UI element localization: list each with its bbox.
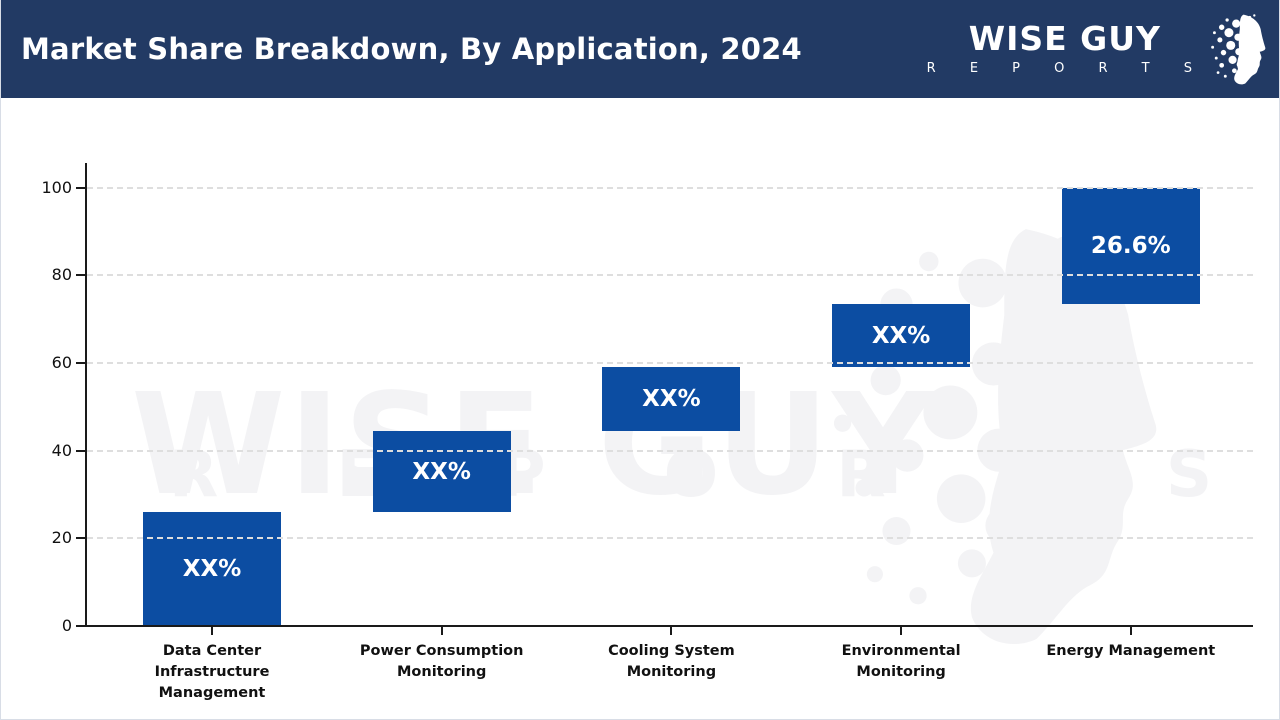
waterfall-bar: XX%: [602, 367, 741, 432]
x-tick-label: Energy Management: [1046, 643, 1216, 659]
y-tick-mark: [76, 186, 85, 189]
bar-value-label: XX%: [412, 458, 471, 485]
x-tick-label: Power Consumption Monitoring: [359, 643, 524, 681]
y-tick-label: 40: [51, 440, 72, 460]
y-tick-mark: [76, 625, 85, 627]
gridline: [87, 274, 1253, 277]
waterfall-bar: 26.6%: [1061, 187, 1200, 305]
waterfall-bar: XX%: [832, 304, 971, 368]
x-tick-mark: [211, 627, 213, 635]
waterfall-bar: XX%: [143, 512, 281, 626]
waterfall-bar: XX%: [372, 431, 511, 512]
y-tick-mark: [76, 361, 85, 364]
logo-wordmark: WISE GUY: [968, 19, 1161, 58]
x-tick-mark: [1129, 627, 1132, 635]
y-tick-label: 80: [51, 265, 72, 285]
logo-text: WISE GUY R E P O R T S: [923, 22, 1207, 76]
bar-value-label: XX%: [642, 386, 701, 413]
gridline: [87, 361, 1253, 364]
watermark-wordmark: WISE GUY: [131, 364, 937, 527]
bar-value-label: 26.6%: [1090, 232, 1171, 259]
header-bar: Market Share Breakdown, By Application, …: [1, 0, 1279, 98]
page-title: Market Share Breakdown, By Application, …: [21, 32, 802, 66]
gridline: [87, 449, 1253, 452]
bar-value-label: XX%: [871, 322, 931, 349]
y-tick-mark: [76, 449, 85, 452]
waterfall-chart: WISE GUY R E P O R T S XX% XX% XX% XX% 26.6%…: [1, 98, 1279, 719]
x-tick-label: Cooling System Monitoring: [608, 643, 735, 681]
wiseguy-logo: WISE GUY R E P O R T S: [923, 11, 1267, 87]
wiseguy-face-icon: [1211, 14, 1266, 85]
x-tick-label: Data Center Infrastructure Management: [154, 643, 270, 702]
bar-value-label: XX%: [182, 556, 242, 582]
y-tick-label: 100: [41, 177, 72, 197]
x-tick-mark: [900, 627, 903, 635]
x-axis: [85, 625, 1253, 627]
y-tick-label: 60: [51, 352, 72, 372]
y-axis: [85, 163, 87, 626]
y-tick-mark: [76, 274, 85, 277]
y-tick-label: 20: [51, 528, 72, 548]
y-tick-label: 0: [61, 616, 72, 635]
gridline: [87, 186, 1253, 189]
gridline: [87, 537, 1253, 540]
logo-subtitle: R E P O R T S: [926, 61, 1207, 76]
x-tick-label: Environmental Monitoring: [841, 643, 961, 681]
x-tick-mark: [440, 627, 443, 635]
x-tick-mark: [670, 627, 673, 635]
y-tick-mark: [76, 537, 85, 540]
